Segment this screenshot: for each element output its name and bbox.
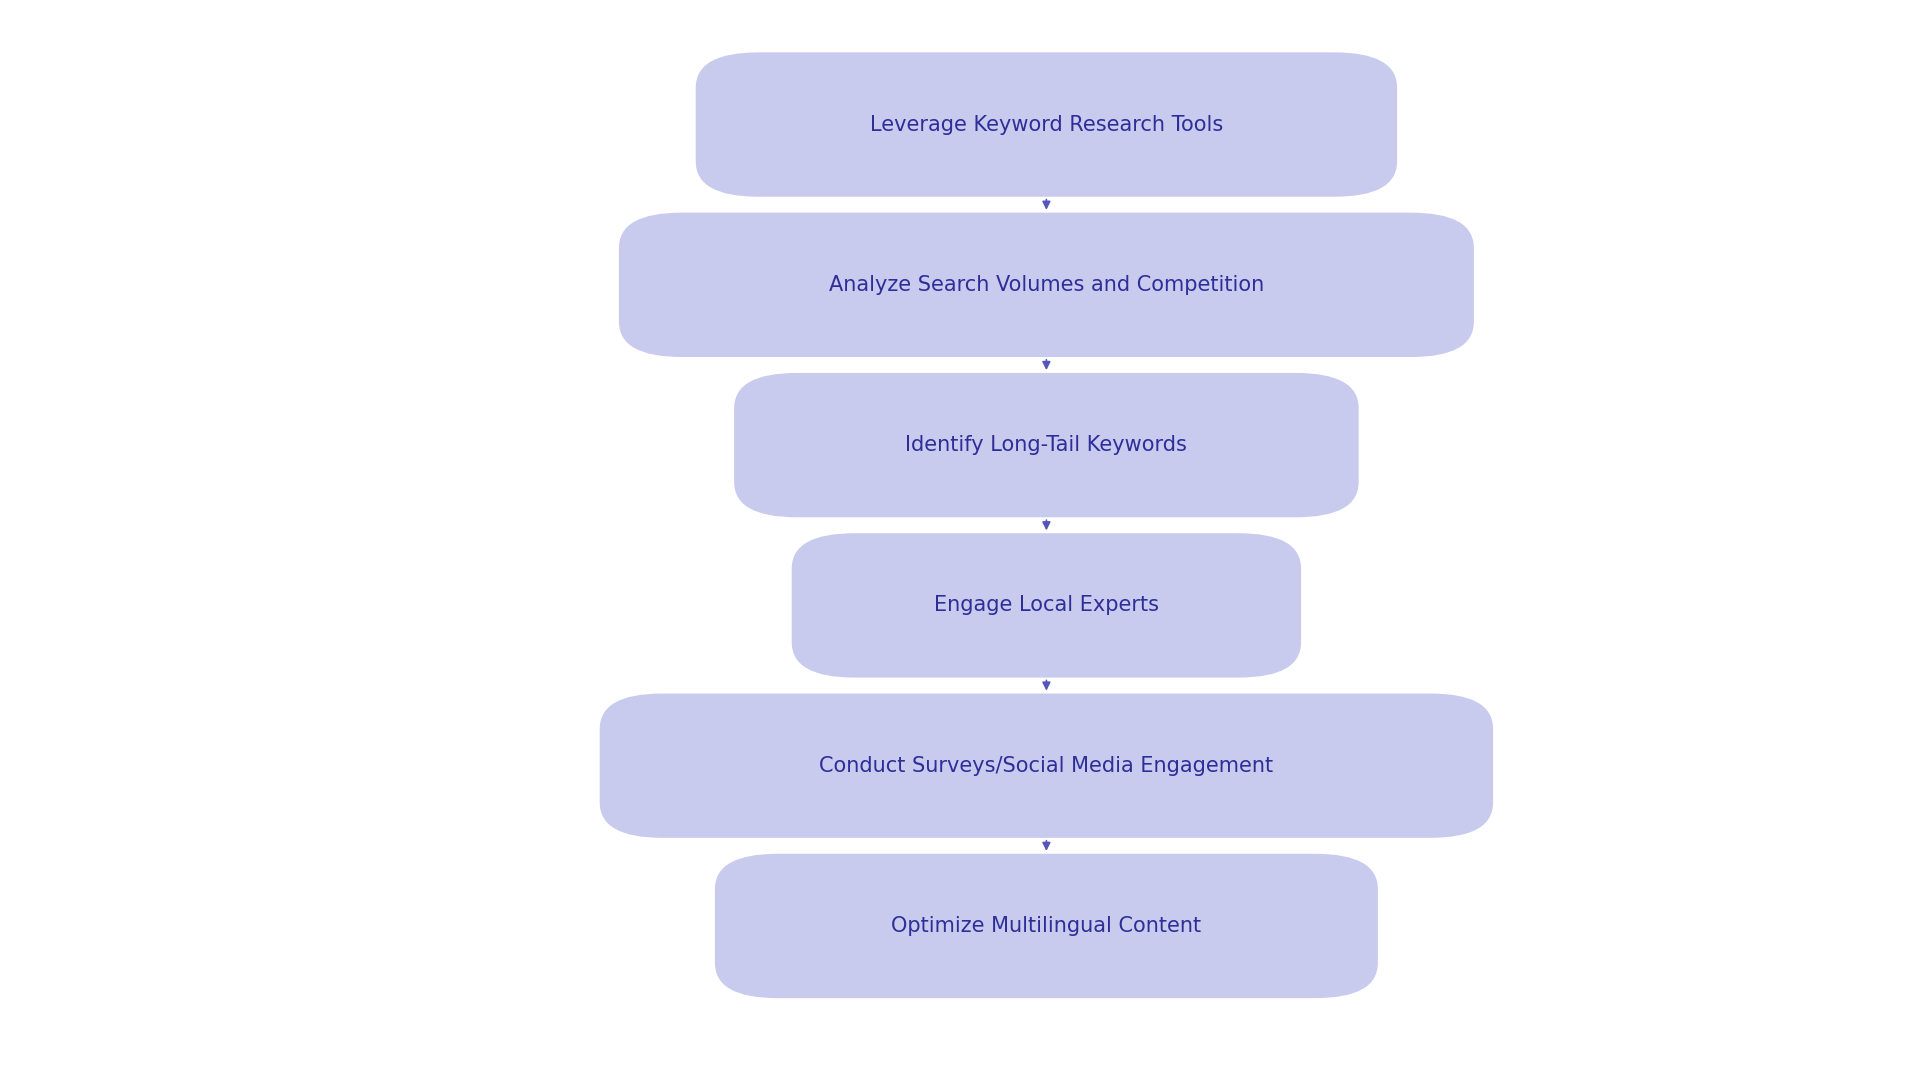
FancyBboxPatch shape	[695, 52, 1398, 197]
Text: Conduct Surveys/Social Media Engagement: Conduct Surveys/Social Media Engagement	[820, 756, 1273, 775]
FancyBboxPatch shape	[599, 693, 1494, 838]
FancyBboxPatch shape	[791, 533, 1302, 678]
FancyBboxPatch shape	[733, 373, 1359, 518]
Text: Optimize Multilingual Content: Optimize Multilingual Content	[891, 916, 1202, 936]
FancyBboxPatch shape	[714, 853, 1379, 999]
Text: Engage Local Experts: Engage Local Experts	[933, 596, 1160, 615]
Text: Identify Long-Tail Keywords: Identify Long-Tail Keywords	[906, 435, 1187, 455]
Text: Leverage Keyword Research Tools: Leverage Keyword Research Tools	[870, 115, 1223, 134]
FancyBboxPatch shape	[618, 212, 1475, 357]
Text: Analyze Search Volumes and Competition: Analyze Search Volumes and Competition	[829, 275, 1263, 295]
